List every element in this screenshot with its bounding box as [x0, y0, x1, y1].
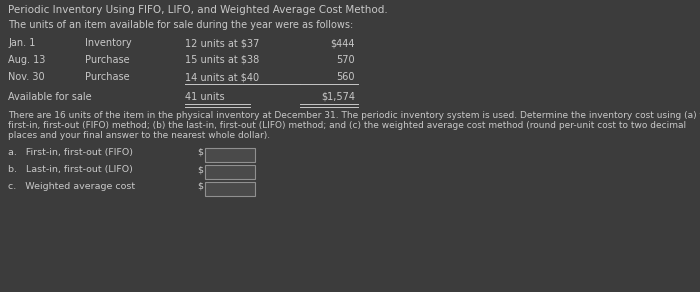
Text: 560: 560 — [337, 72, 355, 82]
Text: places and your final answer to the nearest whole dollar).: places and your final answer to the near… — [8, 131, 270, 140]
Text: Purchase: Purchase — [85, 55, 130, 65]
Text: 14 units at $40: 14 units at $40 — [185, 72, 259, 82]
Text: Periodic Inventory Using FIFO, LIFO, and Weighted Average Cost Method.: Periodic Inventory Using FIFO, LIFO, and… — [8, 5, 388, 15]
Text: $: $ — [197, 148, 203, 157]
Text: Aug. 13: Aug. 13 — [8, 55, 46, 65]
Text: a.   First-in, first-out (FIFO): a. First-in, first-out (FIFO) — [8, 148, 133, 157]
Text: Available for sale: Available for sale — [8, 92, 92, 102]
Text: $444: $444 — [330, 38, 355, 48]
Text: $1,574: $1,574 — [321, 92, 355, 102]
Text: There are 16 units of the item in the physical inventory at December 31. The per: There are 16 units of the item in the ph… — [8, 111, 700, 120]
Text: Inventory: Inventory — [85, 38, 132, 48]
Text: b.   Last-in, first-out (LIFO): b. Last-in, first-out (LIFO) — [8, 165, 133, 174]
Text: $: $ — [197, 182, 203, 191]
Text: Jan. 1: Jan. 1 — [8, 38, 36, 48]
Text: 41 units: 41 units — [185, 92, 225, 102]
Text: 15 units at $38: 15 units at $38 — [185, 55, 259, 65]
Text: The units of an item available for sale during the year were as follows:: The units of an item available for sale … — [8, 20, 354, 30]
Text: 12 units at $37: 12 units at $37 — [185, 38, 260, 48]
Text: 570: 570 — [337, 55, 355, 65]
Text: c.   Weighted average cost: c. Weighted average cost — [8, 182, 135, 191]
Text: Nov. 30: Nov. 30 — [8, 72, 45, 82]
Text: Purchase: Purchase — [85, 72, 130, 82]
Text: $: $ — [197, 165, 203, 174]
Text: first-in, first-out (FIFO) method; (b) the last-in, first-out (LIFO) method; and: first-in, first-out (FIFO) method; (b) t… — [8, 121, 686, 130]
